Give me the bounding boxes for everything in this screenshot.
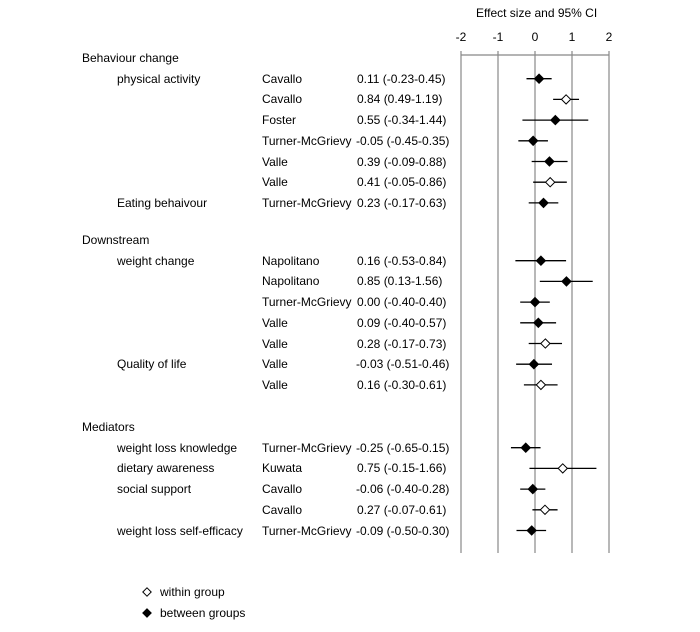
effect-estimate-label: 0.16 (-0.30-0.61)	[357, 377, 447, 392]
effect-estimate-label: -0.25 (-0.65-0.15)	[356, 440, 450, 455]
study-label: Turner-McGrievy	[262, 523, 352, 538]
study-label: Turner-McGrievy	[262, 440, 352, 455]
within-group-point	[544, 176, 556, 188]
study-label: Valle	[262, 315, 288, 330]
between-groups-point	[528, 358, 540, 370]
study-label: Valle	[262, 154, 288, 169]
effect-estimate-label: 0.16 (-0.53-0.84)	[357, 253, 447, 268]
effect-estimate-label: 0.55 (-0.34-1.44)	[357, 113, 447, 128]
study-label: Cavallo	[262, 502, 303, 517]
study-label: Turner-McGrievy	[262, 195, 352, 210]
effect-estimate-label: 0.23 (-0.17-0.63)	[357, 195, 447, 210]
effect-estimate-label: 0.75 (-0.15-1.66)	[357, 461, 447, 476]
legend-item-within: within group	[142, 585, 225, 599]
x-tick-label: 1	[568, 30, 576, 44]
hollow-diamond-icon	[142, 587, 152, 597]
between-groups-point	[538, 197, 549, 209]
between-groups-point	[526, 525, 537, 536]
study-label: Napolitano	[262, 253, 320, 268]
between-groups-point	[520, 442, 532, 454]
between-groups-point	[550, 114, 561, 126]
between-groups-point	[533, 73, 545, 85]
study-label: Foster	[262, 113, 297, 128]
study-label: Valle	[262, 357, 288, 372]
filled-diamond-icon	[142, 608, 152, 618]
x-tick-label: -1	[492, 30, 504, 44]
effect-estimate-label: 0.39 (-0.09-0.88)	[357, 154, 447, 169]
between-groups-point	[544, 156, 555, 167]
within-group-point	[560, 94, 572, 105]
study-label: Napolitano	[262, 274, 320, 289]
within-group-point	[535, 379, 547, 391]
effect-estimate-label: -0.06 (-0.40-0.28)	[356, 482, 450, 497]
outcome-label: dietary awareness	[117, 461, 215, 476]
study-label: Turner-McGrievy	[262, 295, 352, 310]
within-group-point	[540, 338, 551, 349]
x-tick-label: 0	[531, 30, 539, 44]
legend-item-between: between groups	[142, 606, 245, 620]
study-label: Cavallo	[262, 92, 303, 107]
legend-label-between: between groups	[160, 606, 246, 620]
outcome-label: social support	[117, 482, 192, 497]
outcome-label: weight change	[117, 253, 195, 268]
effect-estimate-label: 0.84 (0.49-1.19)	[357, 92, 443, 107]
study-label: Cavallo	[262, 71, 303, 86]
between-groups-point	[561, 276, 572, 287]
between-groups-point	[527, 483, 539, 495]
study-label: Turner-McGrievy	[262, 133, 352, 148]
effect-estimate-label: -0.09 (-0.50-0.30)	[356, 523, 450, 538]
effect-estimate-label: 0.27 (-0.07-0.61)	[357, 502, 447, 517]
outcome-label: weight loss self-efficacy	[117, 523, 243, 538]
section-heading: Mediators	[82, 420, 135, 434]
study-label: Kuwata	[262, 461, 303, 476]
between-groups-point	[527, 135, 539, 147]
study-label: Valle	[262, 377, 288, 392]
within-group-point	[539, 504, 551, 516]
between-groups-point	[533, 317, 544, 329]
effect-estimate-label: 0.09 (-0.40-0.57)	[357, 315, 447, 330]
study-label: Valle	[262, 336, 288, 351]
outcome-label: physical activity	[117, 71, 201, 86]
effect-estimate-label: 0.85 (0.13-1.56)	[357, 274, 443, 289]
chart-title: Effect size and 95% CI	[476, 6, 598, 20]
between-groups-point	[529, 296, 541, 308]
effect-estimate-label: 0.11 (-0.23-0.45)	[357, 71, 446, 86]
outcome-label: Eating behaivour	[117, 195, 208, 210]
study-label: Valle	[262, 175, 288, 190]
section-heading: Downstream	[82, 233, 150, 247]
effect-estimate-label: -0.05 (-0.45-0.35)	[356, 133, 450, 148]
outcome-label: weight loss knowledge	[117, 440, 238, 455]
study-label: Cavallo	[262, 482, 303, 497]
effect-estimate-label: -0.03 (-0.51-0.46)	[356, 357, 450, 372]
within-group-point	[557, 463, 569, 474]
x-tick-label: -2	[455, 30, 467, 44]
effect-estimate-label: 0.00 (-0.40-0.40)	[357, 295, 447, 310]
between-groups-point	[535, 255, 547, 267]
effect-estimate-label: 0.41 (-0.05-0.86)	[357, 175, 447, 190]
section-heading: Behaviour change	[82, 51, 179, 65]
legend-label-within: within group	[160, 585, 225, 599]
x-tick-label: 2	[605, 30, 613, 44]
outcome-label: Quality of life	[117, 357, 187, 372]
effect-estimate-label: 0.28 (-0.17-0.73)	[357, 336, 447, 351]
